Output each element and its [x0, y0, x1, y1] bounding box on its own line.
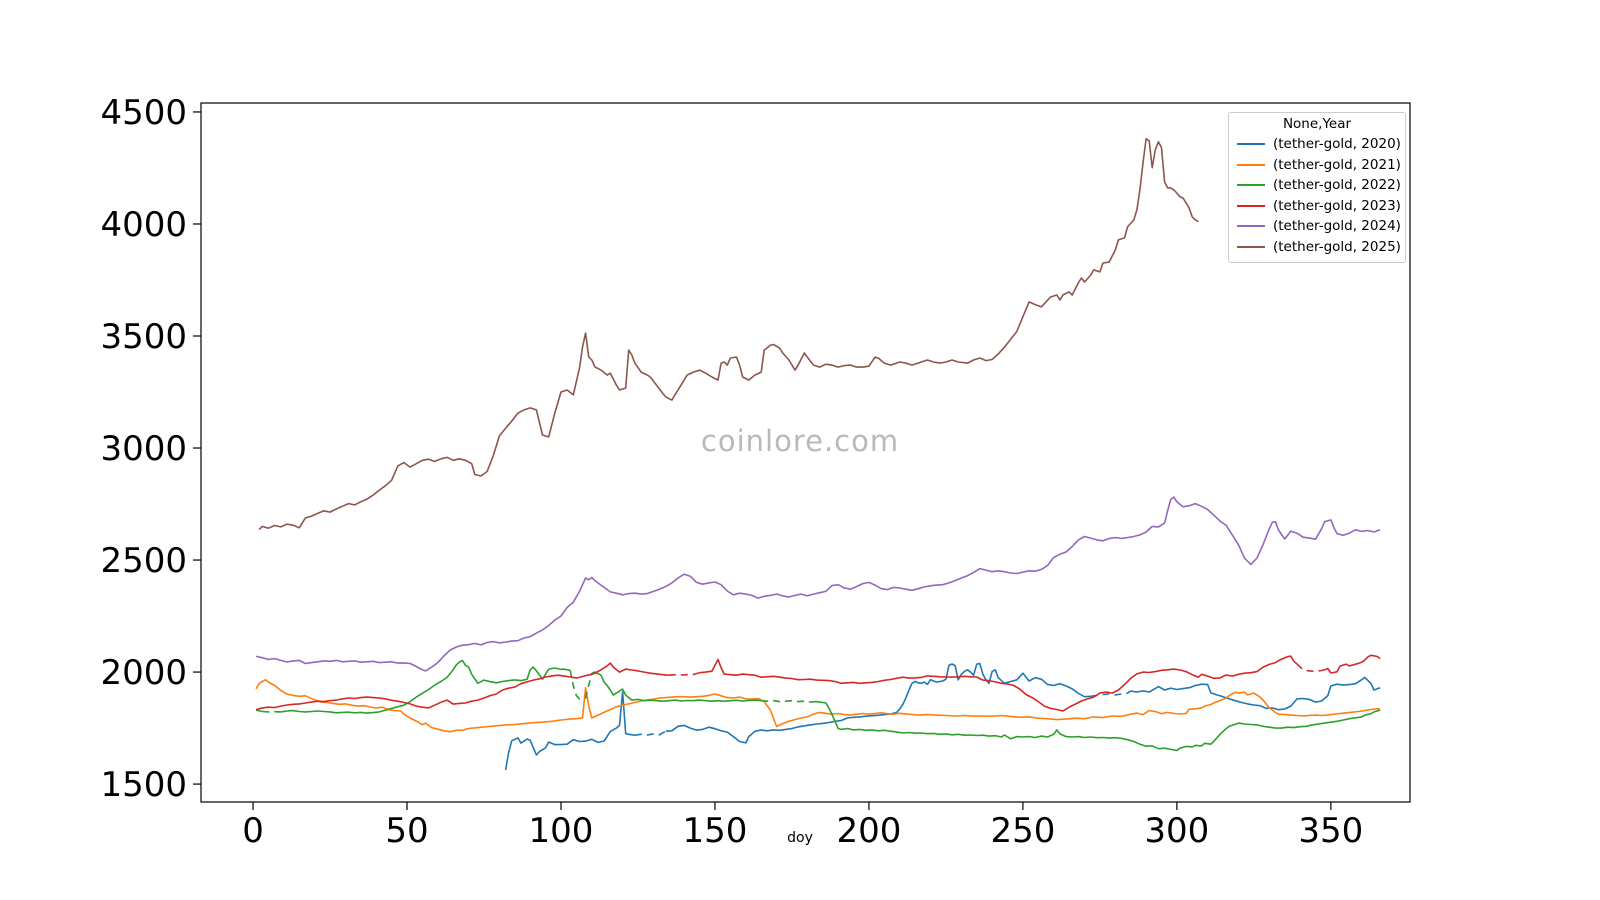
series-line-2020-dashed [634, 730, 667, 736]
x-axis-label: doy [787, 830, 813, 846]
legend: None,Year (tether-gold, 2020) (tether-gol… [1228, 112, 1406, 263]
series-line-2020 [665, 662, 1091, 744]
series-line-2022 [810, 700, 1381, 752]
x-tick-label: 0 [242, 811, 264, 851]
series-line-2021 [255, 678, 1381, 733]
legend-item-2020: (tether-gold, 2020) [1229, 134, 1405, 155]
y-tick-label: 1500 [100, 765, 187, 805]
watermark: coinlore.com [700, 424, 900, 458]
legend-item-2025: (tether-gold, 2025) [1229, 237, 1405, 258]
series-line-2023 [255, 662, 669, 711]
x-tick-label: 200 [836, 811, 901, 851]
legend-swatch-2023 [1237, 204, 1265, 207]
legend-item-2022: (tether-gold, 2022) [1229, 175, 1405, 196]
legend-item-2024: (tether-gold, 2024) [1229, 216, 1405, 237]
legend-swatch-2021 [1237, 163, 1265, 166]
legend-label-2020: (tether-gold, 2020) [1273, 136, 1401, 153]
x-tick-label: 150 [683, 811, 748, 851]
legend-title: None,Year [1282, 116, 1352, 132]
legend-label-2024: (tether-gold, 2024) [1273, 218, 1401, 235]
legend-swatch-2024 [1237, 225, 1265, 228]
legend-swatch-2022 [1237, 184, 1265, 187]
series-line-2023-dashed [1296, 663, 1325, 673]
x-tick-label: 300 [1144, 811, 1209, 851]
y-tick-label: 2000 [100, 653, 187, 693]
series-line-2022 [591, 671, 762, 702]
x-tick-label: 100 [529, 811, 594, 851]
series-line-2020 [1130, 676, 1381, 711]
series-line-2022 [255, 709, 263, 713]
series-line-2020 [504, 691, 636, 771]
legend-label-2022: (tether-gold, 2022) [1273, 177, 1401, 194]
plot-spines [200, 102, 1411, 803]
series-line-2023-dashed [668, 671, 700, 676]
series-line-2023 [1324, 654, 1381, 674]
y-tick-label: 3500 [100, 317, 187, 357]
series-line-2023 [699, 655, 1298, 712]
y-tick-label: 4000 [100, 205, 187, 245]
y-tick-label: 4500 [100, 93, 187, 133]
series-line-2025 [258, 138, 1199, 531]
legend-swatch-2020 [1237, 143, 1265, 146]
series-line-2020-dashed [1090, 690, 1132, 698]
series-line-2022-dashed [569, 670, 593, 700]
legend-swatch-2025 [1237, 245, 1265, 248]
legend-item-2021: (tether-gold, 2021) [1229, 155, 1405, 176]
legend-label-2021: (tether-gold, 2021) [1273, 156, 1401, 173]
series-line-2024 [255, 496, 1381, 672]
legend-label-2025: (tether-gold, 2025) [1273, 238, 1401, 255]
legend-item-2023: (tether-gold, 2023) [1229, 196, 1405, 217]
series-line-2022 [280, 659, 571, 714]
x-tick-label: 50 [385, 811, 428, 851]
x-tick-label: 350 [1298, 811, 1363, 851]
series-line-2022-dashed [761, 699, 811, 703]
y-tick-label: 2500 [100, 541, 187, 581]
x-tick-label: 250 [990, 811, 1055, 851]
y-tick-label: 3000 [100, 429, 187, 469]
legend-label-2023: (tether-gold, 2023) [1273, 197, 1401, 214]
